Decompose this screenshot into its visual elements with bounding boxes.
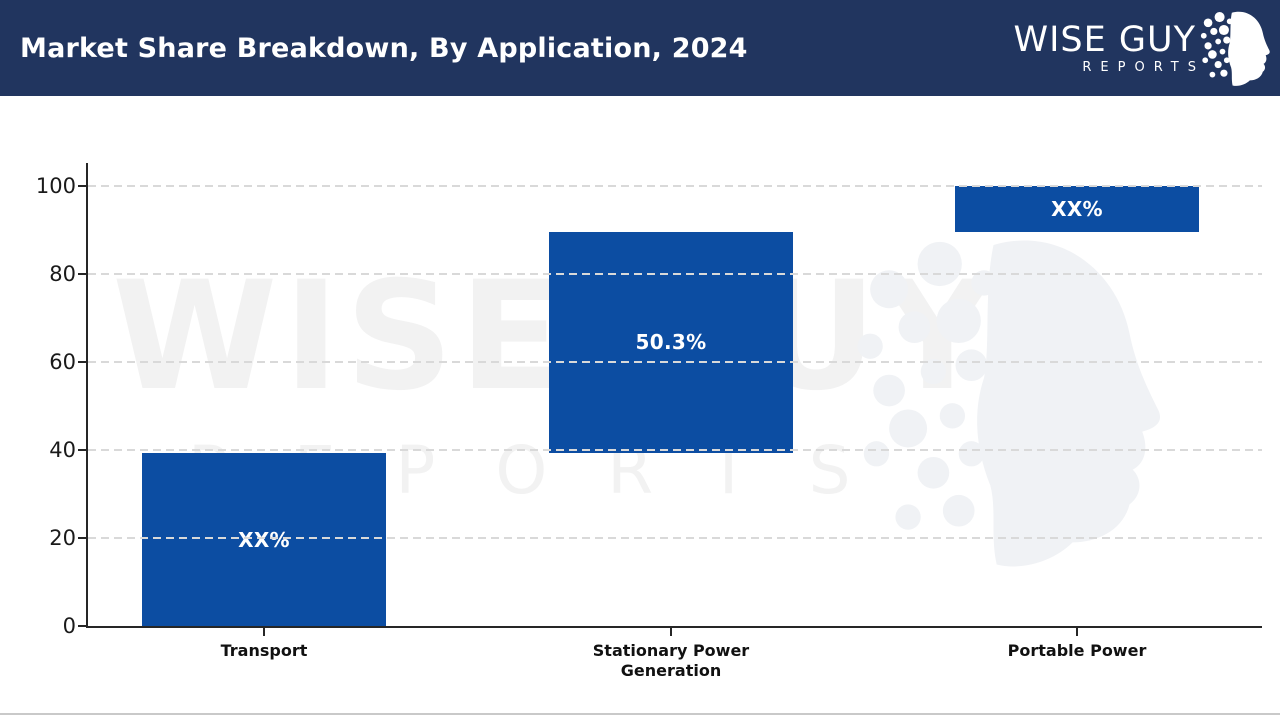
footer-divider (0, 713, 1280, 715)
y-tick-label: 20 (49, 526, 76, 550)
bar-value-label: XX% (238, 527, 290, 552)
y-tick-mark (78, 537, 87, 539)
bar-value-label: XX% (1051, 196, 1103, 221)
x-category-label-line: Generation (620, 661, 722, 680)
logo-head-icon (1200, 11, 1270, 86)
watermark-head-icon (857, 240, 1161, 567)
wiseguy-logo: WISE GUY REPORTS (1013, 0, 1270, 96)
gridline (88, 537, 1262, 539)
x-category-label: Stationary Power Generation (511, 641, 831, 681)
bar: XX% (955, 186, 1199, 232)
x-axis-line (86, 626, 1262, 628)
logo-subtitle: REPORTS (1082, 59, 1205, 75)
bar: XX% (142, 453, 386, 626)
gridline (88, 449, 1262, 451)
y-tick-label: 0 (62, 614, 76, 638)
header: Market Share Breakdown, By Application, … (0, 0, 1280, 96)
logo-wordmark: WISE GUY (1013, 19, 1196, 60)
logo-text: WISE GUY REPORTS (1013, 19, 1196, 74)
y-tick-mark (78, 185, 87, 187)
y-axis-line (86, 163, 88, 628)
gridline (88, 185, 1262, 187)
gridline (88, 273, 1262, 275)
bar: 50.3% (549, 231, 793, 454)
x-tick-mark (670, 628, 672, 636)
x-category-label: Transport (104, 641, 424, 661)
x-category-label-line: Stationary Power (592, 641, 750, 660)
page-title: Market Share Breakdown, By Application, … (20, 32, 748, 64)
y-tick-mark (78, 625, 87, 627)
y-tick-mark (78, 449, 87, 451)
x-category-label-line: Transport (220, 641, 308, 660)
x-tick-mark (1076, 628, 1078, 636)
y-tick-label: 80 (49, 262, 76, 286)
y-tick-label: 40 (49, 438, 76, 462)
x-category-label: Portable Power (917, 641, 1237, 661)
x-tick-mark (263, 628, 265, 636)
y-tick-mark (78, 361, 87, 363)
y-tick-label: 100 (35, 174, 76, 198)
gridline (88, 361, 1262, 363)
bar-value-label: 50.3% (635, 330, 707, 355)
x-category-label-line: Portable Power (1007, 641, 1147, 660)
y-tick-label: 60 (49, 350, 76, 374)
y-tick-mark (78, 273, 87, 275)
